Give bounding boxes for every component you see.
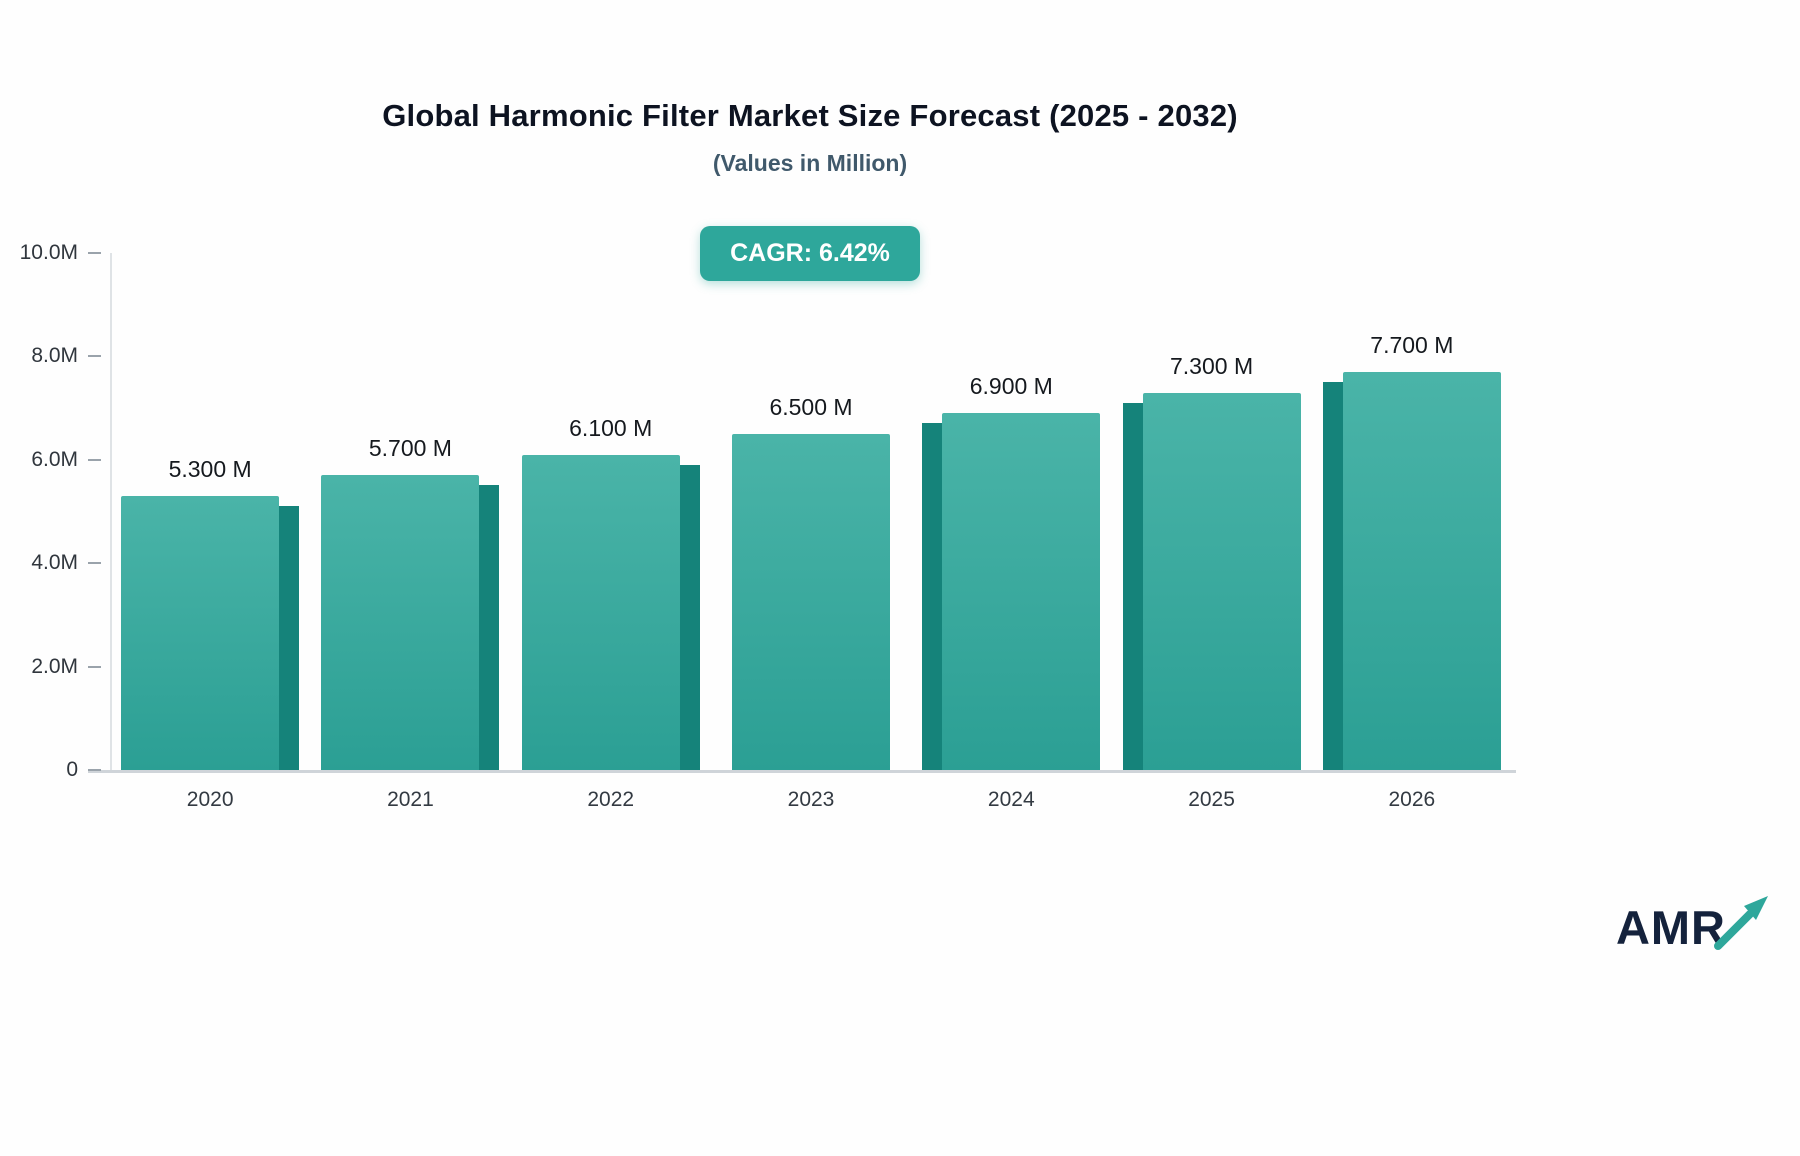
x-axis-category-label: 2024: [987, 788, 1035, 811]
growth-arrow-icon: [1714, 896, 1768, 950]
x-axis-category-label: 2020: [186, 788, 234, 811]
bar[interactable]: [732, 433, 890, 770]
x-axis-line: [88, 770, 1516, 773]
bar[interactable]: [121, 495, 280, 770]
bar-3d-side: [279, 505, 300, 770]
x-axis-category-label: 2023: [787, 788, 835, 811]
chart-title: Global Harmonic Filter Market Size Forec…: [382, 98, 1238, 133]
y-axis-tick-mark: [88, 355, 101, 358]
y-axis-tick-label: 0: [66, 758, 78, 781]
cagr-badge: CAGR: 6.42%: [700, 226, 920, 281]
bar-value-label: 5.700 M: [368, 435, 452, 462]
y-axis-tick-mark: [88, 252, 101, 254]
bar-value-label: 7.300 M: [1170, 352, 1254, 379]
bar-value-label: 6.900 M: [969, 373, 1053, 400]
bar[interactable]: [321, 475, 480, 770]
bar-3d-side: [679, 464, 700, 770]
y-axis-tick-mark: [88, 769, 101, 771]
x-axis-category-label: 2025: [1188, 788, 1235, 811]
amr-logo: AMR: [1615, 896, 1772, 956]
bar[interactable]: [521, 454, 680, 770]
y-axis-tick-label: 8.0M: [31, 344, 78, 368]
x-axis-category-label: 2022: [587, 788, 635, 811]
bar[interactable]: [1142, 392, 1301, 770]
y-axis-tick-label: 10.0M: [19, 241, 78, 264]
bar-3d-side: [479, 485, 500, 770]
cagr-badge-wrap: CAGR: 6.42%: [0, 226, 1620, 281]
bar-value-label: 6.500 M: [769, 393, 853, 420]
bar-value-label: 5.300 M: [168, 455, 252, 482]
y-axis-tick-label: 4.0M: [31, 551, 78, 575]
y-axis-tick-label: 2.0M: [31, 654, 78, 678]
y-axis-line: [110, 253, 112, 770]
bar-3d-side: [922, 423, 943, 770]
bar-value-label: 7.700 M: [1370, 331, 1454, 358]
y-axis-tick-label: 6.0M: [31, 447, 78, 471]
x-axis-category-label: 2021: [387, 788, 434, 811]
bar[interactable]: [942, 413, 1101, 770]
amr-logo-text: AMR: [1615, 900, 1726, 954]
x-axis-category-label: 2026: [1388, 788, 1436, 811]
chart-subtitle: (Values in Million): [712, 150, 908, 176]
bar-3d-side: [1322, 381, 1343, 770]
bar[interactable]: [1342, 371, 1501, 770]
bar-value-label: 6.100 M: [569, 414, 653, 441]
bar-3d-side: [1122, 402, 1143, 770]
y-axis-tick-mark: [88, 562, 101, 565]
y-axis-tick-mark: [88, 458, 101, 461]
y-axis-tick-mark: [88, 665, 101, 668]
